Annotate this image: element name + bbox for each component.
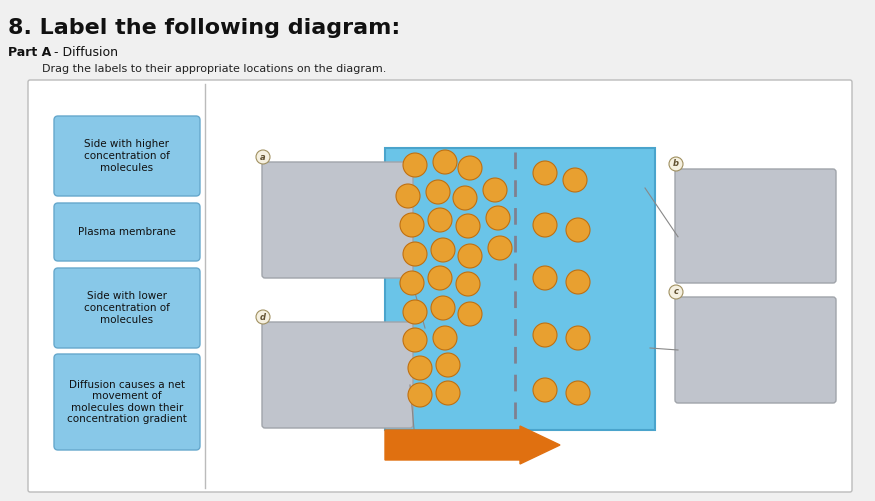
FancyBboxPatch shape — [262, 162, 413, 278]
Text: a: a — [260, 152, 266, 161]
Circle shape — [400, 271, 424, 295]
Circle shape — [533, 266, 557, 290]
Text: Diffusion causes a net
movement of
molecules down their
concentration gradient: Diffusion causes a net movement of molec… — [67, 380, 187, 424]
FancyBboxPatch shape — [54, 354, 200, 450]
Circle shape — [566, 326, 590, 350]
Circle shape — [408, 383, 432, 407]
Circle shape — [256, 310, 270, 324]
Text: Side with lower
concentration of
molecules: Side with lower concentration of molecul… — [84, 292, 170, 325]
Circle shape — [433, 326, 457, 350]
Text: Part A: Part A — [8, 46, 52, 59]
Circle shape — [456, 272, 480, 296]
Circle shape — [486, 206, 510, 230]
Circle shape — [403, 300, 427, 324]
Circle shape — [396, 184, 420, 208]
FancyBboxPatch shape — [675, 169, 836, 283]
Circle shape — [453, 186, 477, 210]
Circle shape — [533, 378, 557, 402]
Circle shape — [428, 266, 452, 290]
FancyBboxPatch shape — [262, 322, 413, 428]
Circle shape — [488, 236, 512, 260]
FancyBboxPatch shape — [54, 116, 200, 196]
Circle shape — [458, 156, 482, 180]
FancyBboxPatch shape — [54, 203, 200, 261]
Circle shape — [533, 161, 557, 185]
Text: b: b — [673, 159, 679, 168]
Circle shape — [403, 153, 427, 177]
Circle shape — [483, 178, 507, 202]
Circle shape — [426, 180, 450, 204]
FancyBboxPatch shape — [28, 80, 852, 492]
Text: 8. Label the following diagram:: 8. Label the following diagram: — [8, 18, 400, 38]
Circle shape — [533, 323, 557, 347]
Circle shape — [403, 242, 427, 266]
FancyArrow shape — [385, 426, 560, 464]
Circle shape — [436, 381, 460, 405]
Circle shape — [566, 270, 590, 294]
Circle shape — [566, 218, 590, 242]
Circle shape — [428, 208, 452, 232]
Circle shape — [669, 157, 683, 171]
Circle shape — [456, 214, 480, 238]
Circle shape — [563, 168, 587, 192]
Circle shape — [533, 213, 557, 237]
Text: d: d — [260, 313, 266, 322]
Text: - Diffusion: - Diffusion — [50, 46, 118, 59]
Bar — [385, 148, 655, 430]
Circle shape — [458, 302, 482, 326]
Circle shape — [431, 238, 455, 262]
FancyBboxPatch shape — [675, 297, 836, 403]
Text: c: c — [674, 288, 678, 297]
Circle shape — [431, 296, 455, 320]
Circle shape — [566, 381, 590, 405]
Circle shape — [433, 150, 457, 174]
Circle shape — [436, 353, 460, 377]
Circle shape — [400, 213, 424, 237]
Text: Drag the labels to their appropriate locations on the diagram.: Drag the labels to their appropriate loc… — [42, 64, 387, 74]
Circle shape — [403, 328, 427, 352]
Text: Side with higher
concentration of
molecules: Side with higher concentration of molecu… — [84, 139, 170, 173]
FancyBboxPatch shape — [54, 268, 200, 348]
Circle shape — [256, 150, 270, 164]
Circle shape — [408, 356, 432, 380]
Circle shape — [458, 244, 482, 268]
Text: Plasma membrane: Plasma membrane — [78, 227, 176, 237]
Circle shape — [669, 285, 683, 299]
